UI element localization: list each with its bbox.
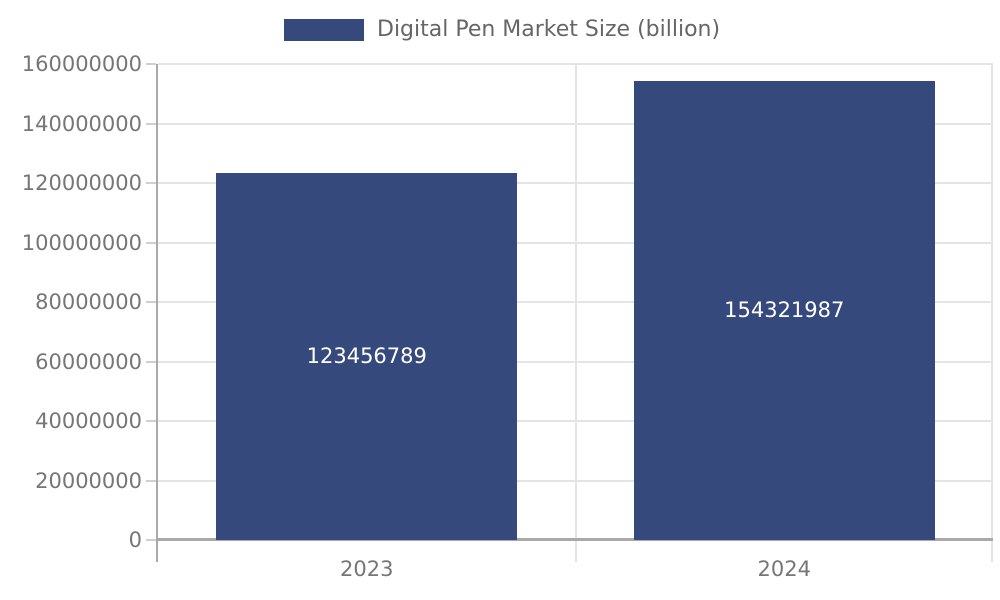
legend-item[interactable]: Digital Pen Market Size (billion) [284,16,720,44]
y-axis-tick [146,122,156,125]
y-axis-tick-label: 40000000 [35,409,142,433]
bar[interactable] [633,81,935,540]
x-gridline [574,64,577,540]
legend-swatch-icon [284,19,364,41]
y-axis-tick [146,182,156,184]
y-axis-tick-label: 20000000 [35,468,142,493]
x-gridline [991,64,993,540]
y-axis-tick [146,539,156,541]
x-axis-tick [574,541,577,562]
y-axis-tick [146,241,156,244]
y-axis-tick-label: 160000000 [21,52,142,76]
y-axis-tick-label: 120000000 [21,171,142,195]
y-axis-tick-label: 80000000 [35,290,142,314]
bar[interactable] [216,173,518,540]
y-axis-tick [146,301,156,303]
x-axis-category-label: 2024 [757,557,811,581]
plot-area: 123456789 154321987 2023 2024 [146,63,993,581]
y-axis-tick-label: 140000000 [21,111,142,136]
x-axis-line [156,538,993,541]
y-axis-tick [146,63,156,65]
x-axis-tick [991,541,993,562]
y-axis-tick-label: 0 [128,528,142,552]
y-axis-tick [146,360,156,363]
y-axis-line [156,64,158,562]
legend-label: Digital Pen Market Size (billion) [377,17,721,42]
y-axis-tick [146,420,156,422]
y-axis-tick-label: 100000000 [21,230,142,255]
bar-value-label: 123456789 [306,343,427,368]
bar-value-label: 154321987 [724,297,845,322]
y-axis-tick [146,479,156,482]
y-axis-tick-label: 60000000 [35,349,142,374]
x-axis-category-label: 2023 [340,557,394,581]
